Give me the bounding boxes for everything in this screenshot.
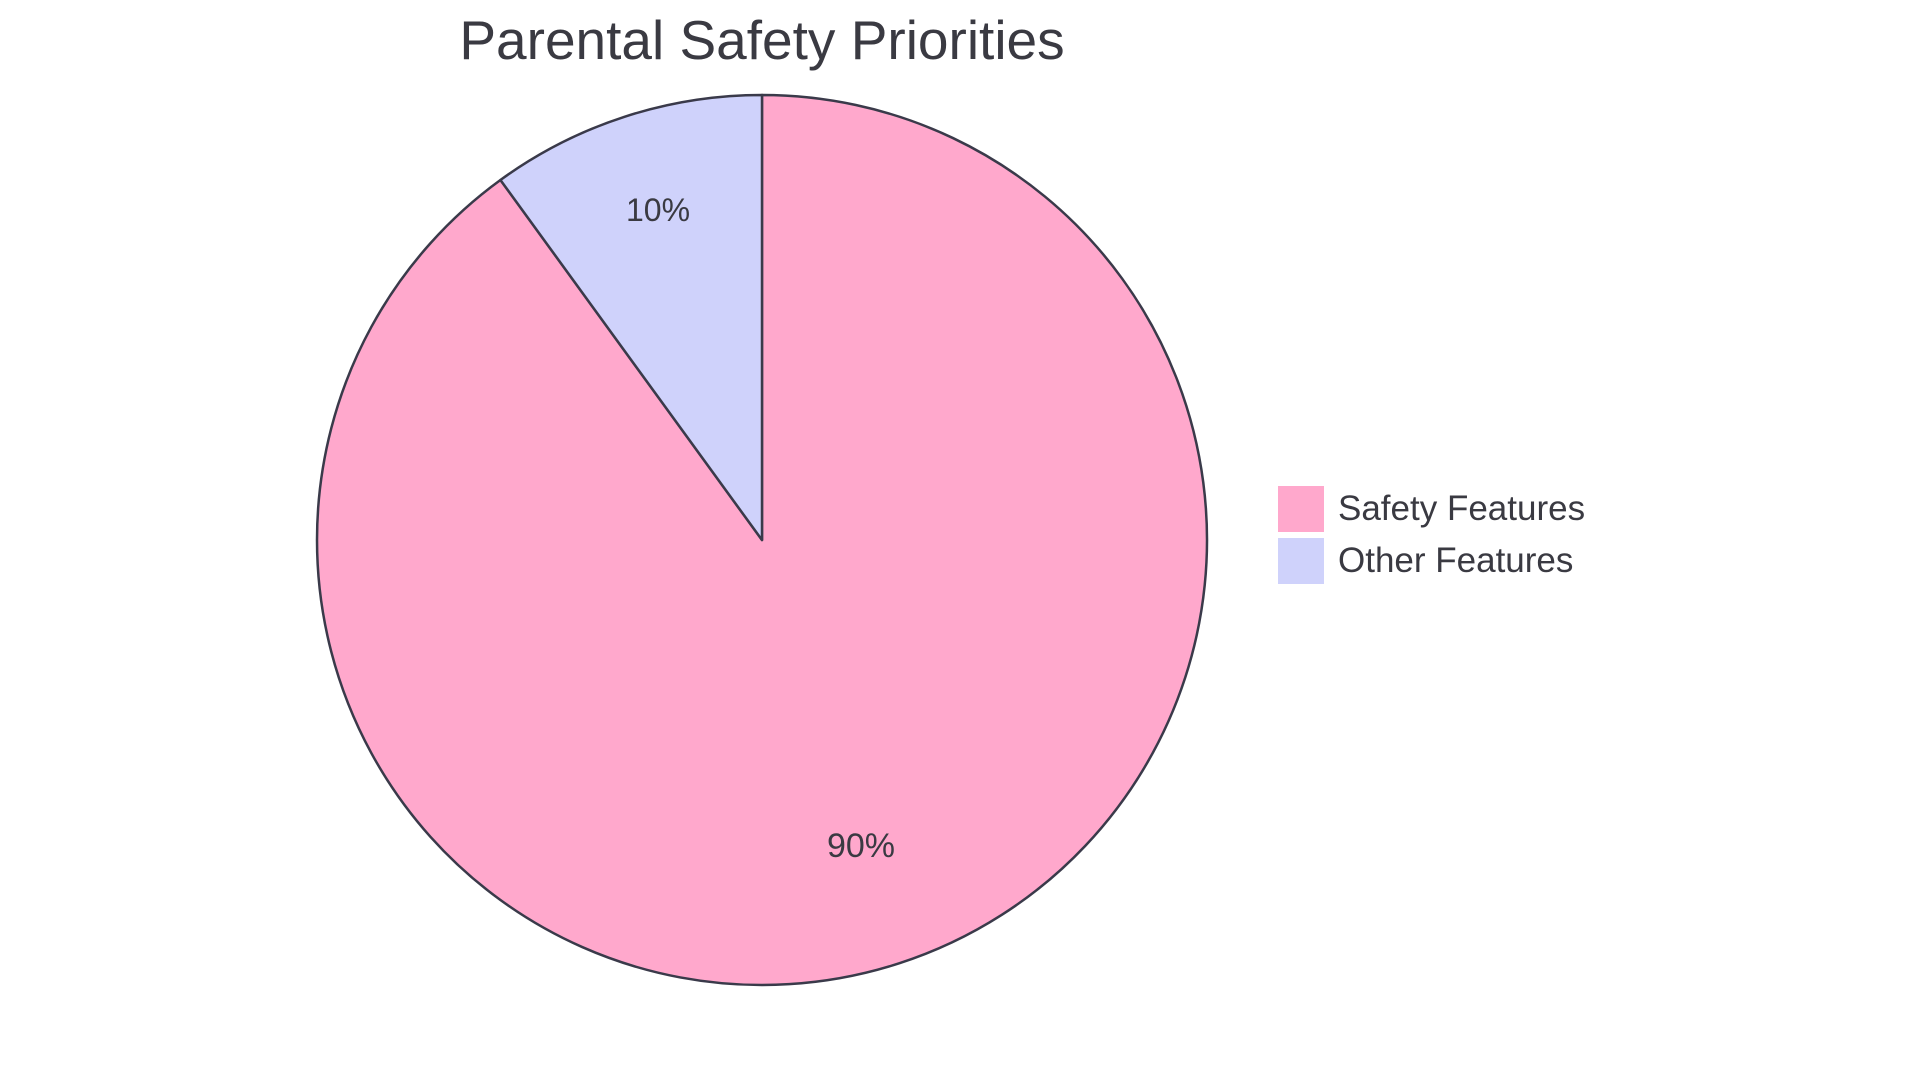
svg-text:90%: 90% — [827, 827, 895, 865]
svg-text:10%: 10% — [626, 192, 690, 228]
